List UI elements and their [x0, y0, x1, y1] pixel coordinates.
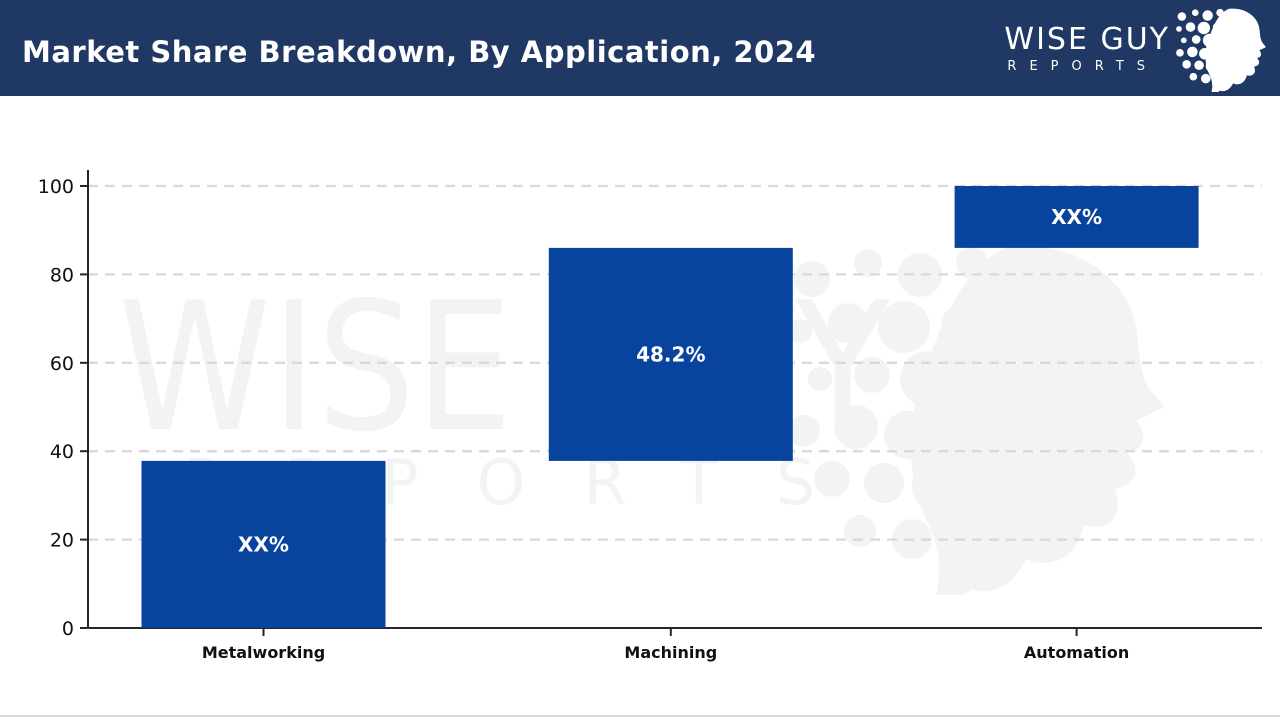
chart-title: Market Share Breakdown, By Application, … — [22, 35, 817, 69]
logo-wordmark: WISE GUY — [1004, 21, 1170, 57]
bar-metalworking — [141, 460, 386, 628]
bar-machining — [548, 247, 793, 461]
x-axis-category-label: Machining — [624, 643, 717, 662]
y-axis-tick-label: 40 — [50, 441, 74, 463]
logo-subtitle: REPORTS — [1007, 58, 1159, 74]
x-axis-category-label: Metalworking — [202, 643, 325, 662]
y-axis-tick-label: 0 — [62, 618, 74, 640]
wiseguy-logo: WISE GUY REPORTS — [1004, 4, 1270, 92]
y-axis-tick-label: 100 — [38, 176, 74, 198]
y-axis-tick-label: 80 — [50, 264, 74, 286]
header: Market Share Breakdown, By Application, … — [0, 0, 1280, 96]
chart-area: WISE GUY REPORTS 0 20 40 60 80 100 XX% Metalwor… — [0, 96, 1280, 720]
y-axis-tick-label: 60 — [50, 353, 74, 375]
bar-value-label: XX% — [1051, 205, 1102, 229]
bar-chart: 0 20 40 60 80 100 XX% Metalworking 48.2% Machinin… — [38, 170, 1262, 662]
bottom-frame-line — [0, 715, 1280, 717]
logo-text: WISE GUY REPORTS — [1004, 21, 1170, 74]
bar-value-label: XX% — [238, 533, 289, 557]
x-axis-category-label: Automation — [1024, 643, 1129, 662]
logo-face-icon — [1176, 8, 1266, 92]
bar-value-label: 48.2% — [636, 342, 705, 366]
bar-automation — [954, 186, 1199, 248]
y-axis-tick-label: 20 — [50, 530, 74, 552]
